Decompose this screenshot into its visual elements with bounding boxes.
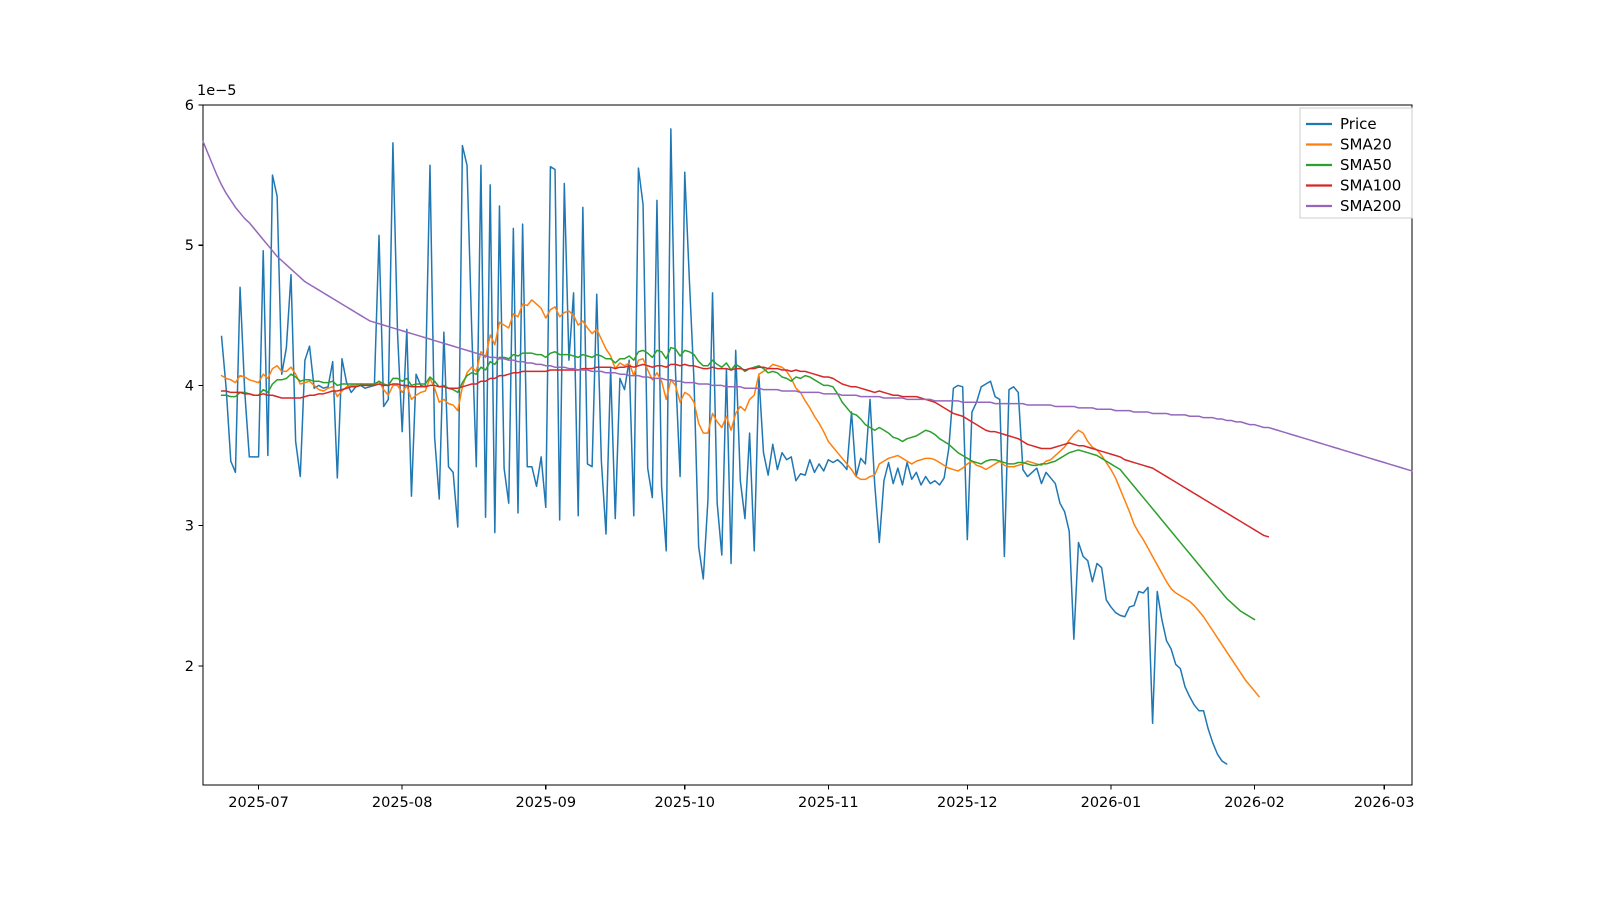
x-tick-label: 2025-09 bbox=[515, 795, 576, 811]
y-tick-label: 5 bbox=[185, 238, 194, 254]
legend-label-sma20[interactable]: SMA20 bbox=[1340, 136, 1392, 154]
series-line-sma100 bbox=[220, 363, 1270, 538]
x-tick-label: 2026-01 bbox=[1081, 795, 1142, 811]
x-tick-label: 2025-12 bbox=[937, 795, 998, 811]
x-tick-label: 2025-07 bbox=[228, 795, 289, 811]
legend-label-sma50[interactable]: SMA50 bbox=[1340, 156, 1392, 174]
legend-frame bbox=[1299, 107, 1413, 219]
axes-frame bbox=[202, 104, 1413, 786]
y-tick-label: 3 bbox=[185, 519, 194, 535]
chart-legend[interactable]: Price SMA20 SMA50 SMA100 SMA200 bbox=[1299, 107, 1413, 219]
x-tick-label: 2025-11 bbox=[798, 795, 859, 811]
x-tick-label: 2025-08 bbox=[372, 795, 433, 811]
series-line-sma200 bbox=[202, 140, 1413, 472]
legend-label-price[interactable]: Price bbox=[1340, 115, 1377, 133]
y-tick-label: 2 bbox=[185, 659, 194, 675]
series-lines bbox=[202, 128, 1413, 765]
axes-area: 6 5 4 3 2 1e−5 2025-07 2025-08 2025-09 2025-10 202… bbox=[185, 83, 1415, 811]
x-tick-label: 2026-02 bbox=[1224, 795, 1285, 811]
y-axis-offset-label: 1e−5 bbox=[197, 83, 237, 99]
series-line-sma20 bbox=[220, 299, 1260, 698]
legend-label-sma200[interactable]: SMA200 bbox=[1340, 197, 1401, 215]
y-tick-label: 4 bbox=[185, 378, 194, 394]
y-tick-label: 6 bbox=[185, 98, 194, 114]
series-line-price bbox=[220, 128, 1228, 765]
series-line-sma50 bbox=[220, 346, 1256, 621]
x-tick-label: 2026-03 bbox=[1354, 795, 1415, 811]
x-tick-label: 2025-10 bbox=[654, 795, 715, 811]
legend-label-sma100[interactable]: SMA100 bbox=[1340, 177, 1401, 195]
